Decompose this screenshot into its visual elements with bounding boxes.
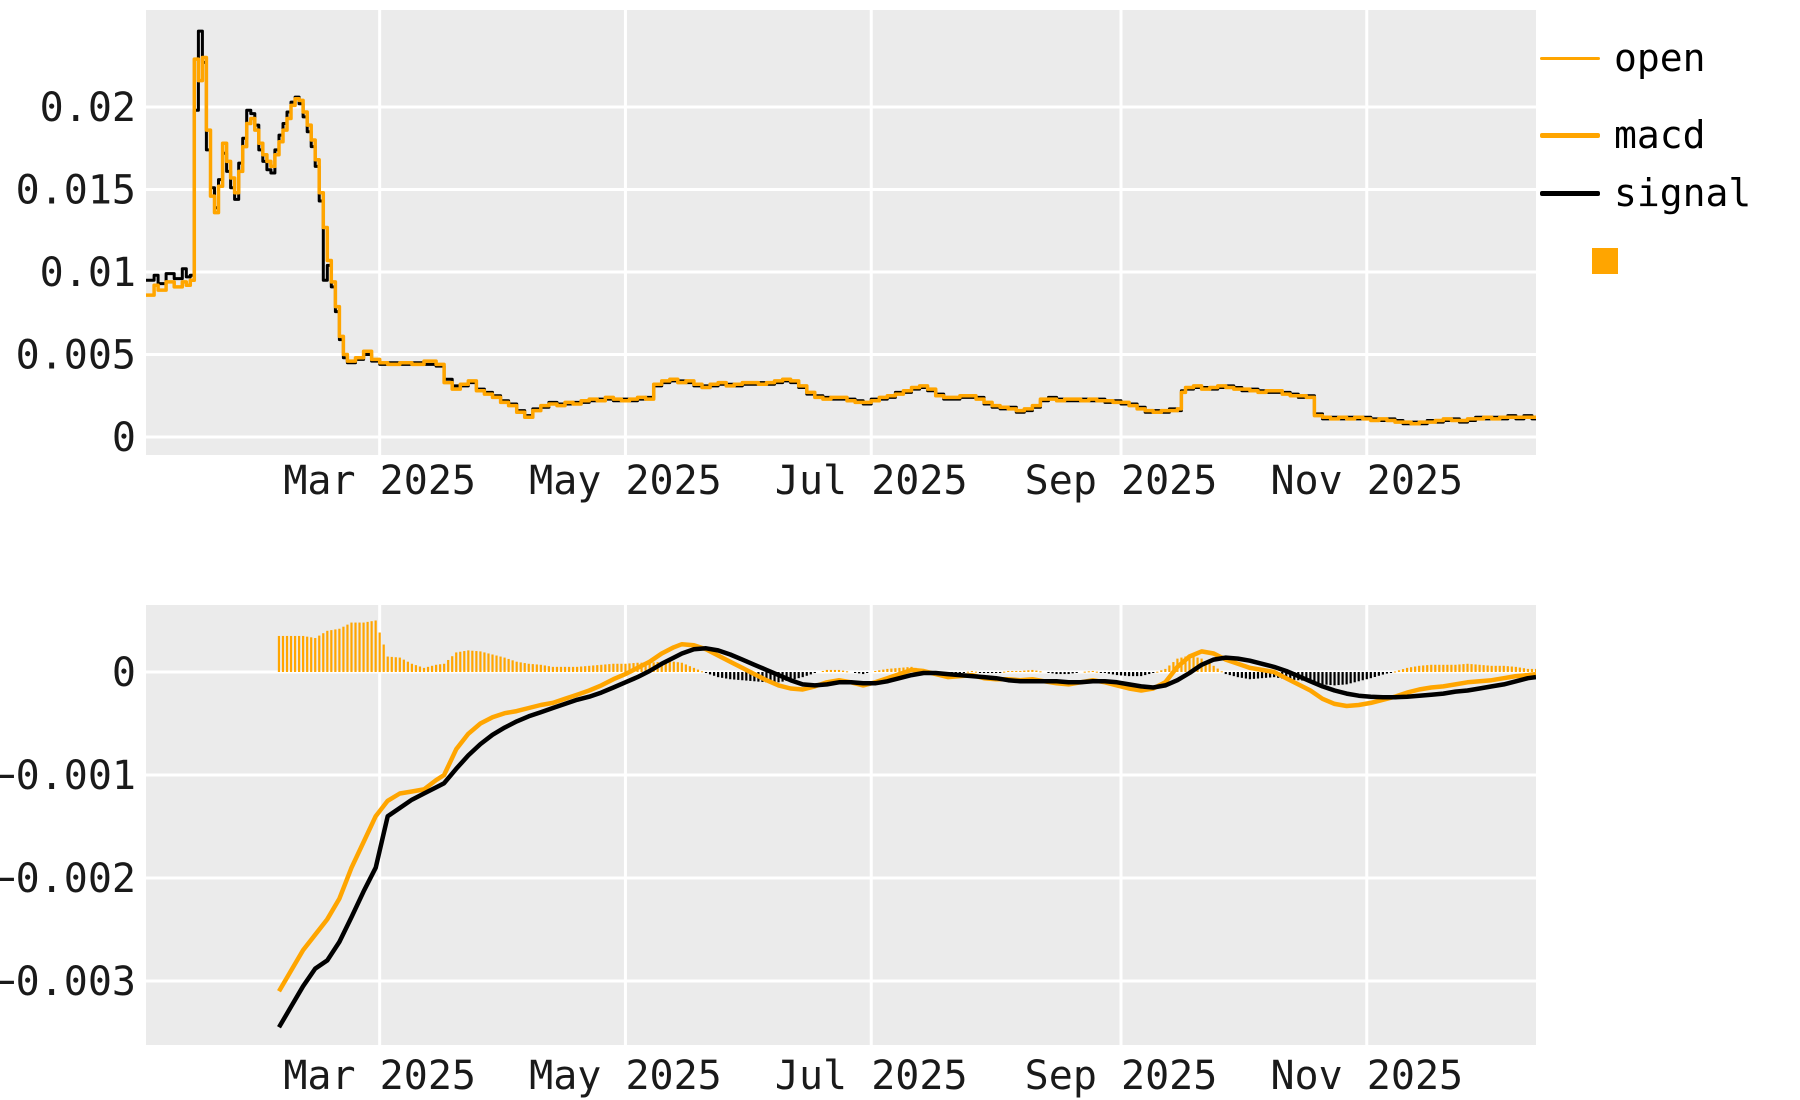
svg-text:−0.002: −0.002 (0, 856, 136, 902)
series-macd (277, 641, 1536, 993)
chart-legend: open macd signal (1540, 10, 1800, 310)
histogram-square-swatch (1592, 248, 1618, 274)
svg-text:Jul 2025: Jul 2025 (775, 458, 968, 504)
svg-text:Mar 2025: Mar 2025 (283, 458, 476, 504)
legend-label-signal: signal (1614, 171, 1752, 215)
svg-text:0: 0 (112, 415, 136, 461)
macd-panel-y-tick-labels: 0 −0.001 −0.002 −0.003 (0, 650, 136, 1005)
macd-panel-x-tick-labels: Mar 2025 May 2025 Jul 2025 Sep 2025 Nov 2025 (283, 1053, 1463, 1099)
price-panel: Mar 2025 May 2025 Jul 2025 Sep 2025 Nov 2025… (16, 10, 1536, 504)
price-panel-x-tick-labels: Mar 2025 May 2025 Jul 2025 Sep 2025 Nov 2025 (283, 458, 1463, 504)
macd-line-swatch (1540, 132, 1600, 138)
svg-text:Mar 2025: Mar 2025 (283, 1053, 476, 1099)
legend-item-signal: signal (1540, 173, 1751, 213)
svg-text:0.005: 0.005 (16, 333, 136, 379)
macd-panel: Mar 2025 May 2025 Jul 2025 Sep 2025 Nov 2025… (0, 605, 1536, 1099)
legend-label-open: open (1614, 36, 1706, 80)
svg-text:Nov 2025: Nov 2025 (1270, 458, 1463, 504)
svg-text:−0.001: −0.001 (0, 753, 136, 799)
price-panel-y-tick-labels: 0 0.005 0.01 0.015 0.02 (16, 85, 136, 461)
svg-text:Nov 2025: Nov 2025 (1270, 1053, 1463, 1099)
price-panel-background (146, 10, 1536, 455)
legend-item-open: open (1540, 38, 1706, 78)
svg-text:Jul 2025: Jul 2025 (775, 1053, 968, 1099)
svg-text:May 2025: May 2025 (529, 458, 722, 504)
legend-item-macd: macd (1540, 115, 1706, 155)
macd-histogram-bars (277, 620, 1536, 686)
series-open (146, 55, 1536, 426)
signal-line-swatch (1540, 190, 1600, 196)
svg-text:Sep 2025: Sep 2025 (1025, 458, 1218, 504)
svg-text:0.01: 0.01 (40, 250, 136, 296)
svg-text:May 2025: May 2025 (529, 1053, 722, 1099)
svg-text:−0.003: −0.003 (0, 959, 136, 1005)
legend-label-macd: macd (1614, 113, 1706, 157)
series-signal (277, 646, 1536, 1029)
svg-text:0.02: 0.02 (40, 85, 136, 131)
svg-text:Sep 2025: Sep 2025 (1025, 1053, 1218, 1099)
open-line-swatch (1540, 56, 1600, 60)
svg-text:0.015: 0.015 (16, 168, 136, 214)
svg-text:0: 0 (112, 650, 136, 696)
price-panel-gridlines (146, 10, 1536, 455)
